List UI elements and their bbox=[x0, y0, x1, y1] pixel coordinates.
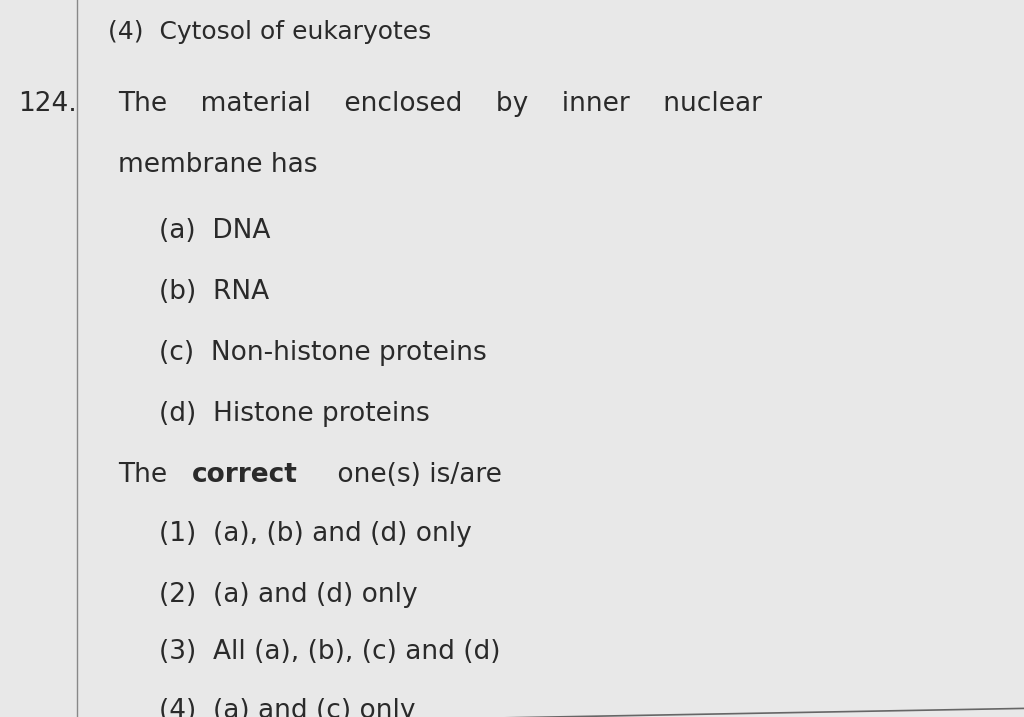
Text: (c)  Non-histone proteins: (c) Non-histone proteins bbox=[159, 340, 486, 366]
Text: one(s) is/are: one(s) is/are bbox=[329, 462, 502, 488]
Text: correct: correct bbox=[191, 462, 298, 488]
Text: The    material    enclosed    by    inner    nuclear: The material enclosed by inner nuclear bbox=[118, 91, 762, 117]
Text: (b)  RNA: (b) RNA bbox=[159, 279, 269, 305]
Text: membrane has: membrane has bbox=[118, 152, 317, 178]
Text: (2)  (a) and (d) only: (2) (a) and (d) only bbox=[159, 582, 418, 608]
Text: 124.: 124. bbox=[18, 91, 77, 117]
Text: (d)  Histone proteins: (d) Histone proteins bbox=[159, 401, 429, 427]
Text: (a)  DNA: (a) DNA bbox=[159, 218, 270, 244]
Text: The: The bbox=[118, 462, 175, 488]
Text: (4)  (a) and (c) only: (4) (a) and (c) only bbox=[159, 698, 415, 717]
Text: (4)  Cytosol of eukaryotes: (4) Cytosol of eukaryotes bbox=[108, 20, 431, 44]
Text: (3)  All (a), (b), (c) and (d): (3) All (a), (b), (c) and (d) bbox=[159, 640, 500, 665]
Text: (1)  (a), (b) and (d) only: (1) (a), (b) and (d) only bbox=[159, 521, 471, 547]
